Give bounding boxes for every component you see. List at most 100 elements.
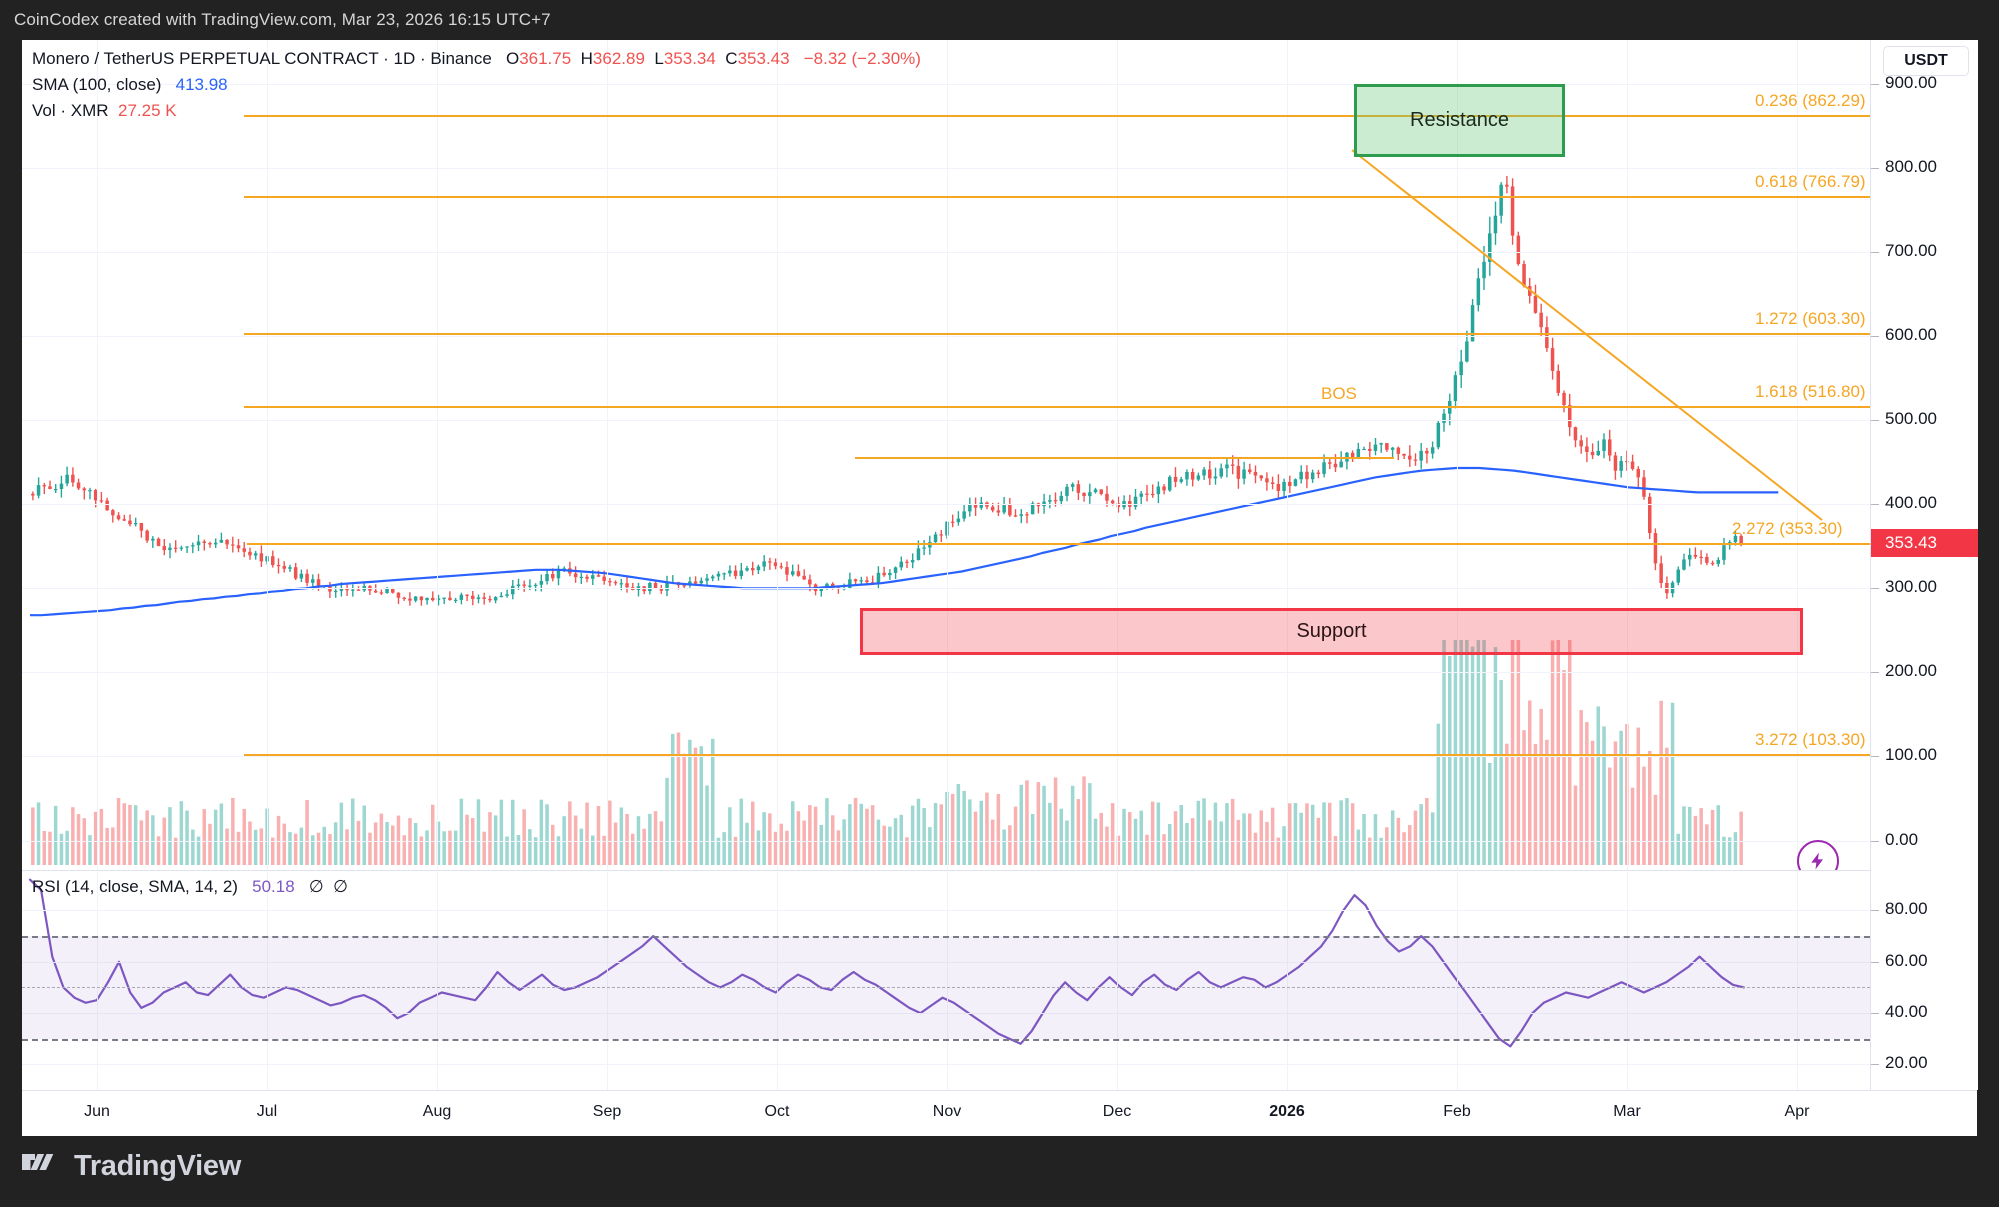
- fib-line-5[interactable]: [244, 753, 1870, 756]
- date-axis[interactable]: Jun Jul Aug Sep Oct Nov Dec 2026 Feb Mar Apr: [22, 1090, 1977, 1136]
- gridline: [22, 672, 1870, 674]
- legend-sma-label[interactable]: SMA (100, close): [32, 75, 162, 94]
- gridline-vertical: [1287, 872, 1288, 1090]
- gridline: [22, 336, 1870, 337]
- legend-close-key: C: [725, 49, 738, 68]
- rsi-tick: 40.00: [1885, 1002, 1928, 1022]
- gridline-vertical: [437, 40, 438, 870]
- attribution-bar: CoinCodex created with TradingView.com, …: [0, 0, 1999, 40]
- legend-volume-value: 27.25 K: [117, 101, 177, 120]
- fib-line-0[interactable]: [244, 115, 1870, 118]
- tradingview-footer: TradingView: [22, 1140, 241, 1192]
- gridline: [22, 167, 1870, 169]
- price-tick-dash: [1871, 672, 1879, 674]
- rsi-pane[interactable]: RSI (14, close, SMA, 14, 2) 50.18 ∅ ∅: [22, 872, 1870, 1090]
- legend-ohlc-row: Monero / TetherUS PERPETUAL CONTRACT · 1…: [32, 46, 921, 72]
- pane-divider: [22, 870, 1870, 871]
- legend-sma-value: 413.98: [175, 75, 228, 94]
- gridline-vertical: [97, 40, 98, 870]
- currency-chip[interactable]: USDT: [1883, 46, 1969, 76]
- chart-legend: Monero / TetherUS PERPETUAL CONTRACT · 1…: [32, 46, 921, 124]
- price-tick-dash: [1871, 83, 1879, 85]
- price-tick-dash: [1871, 167, 1879, 169]
- price-tick-dash: [1871, 420, 1879, 422]
- lightning-bolt-icon[interactable]: [1797, 840, 1839, 870]
- price-tick-dash: [1871, 756, 1879, 758]
- attribution-text: CoinCodex created with TradingView.com, …: [14, 10, 551, 29]
- gridline: [22, 910, 1870, 912]
- date-tick: Mar: [1613, 1103, 1641, 1120]
- gridline-vertical: [947, 40, 948, 870]
- legend-open-key: O: [505, 49, 520, 68]
- chart-canvas: 0.236 (862.29) 0.618 (766.79) 1.272 (603.3…: [22, 40, 1978, 1136]
- price-tick: 800.00: [1885, 156, 1937, 176]
- gridline-vertical: [267, 872, 268, 1090]
- fib-label-3: 1.618 (516.80): [1755, 381, 1866, 401]
- gridline: [22, 1013, 1870, 1015]
- rsi-tick: 60.00: [1885, 950, 1928, 970]
- legend-high-key: H: [580, 49, 593, 68]
- gridline: [22, 588, 1870, 590]
- rsi-band: [22, 936, 1870, 1039]
- gridline-vertical: [777, 872, 778, 1090]
- fib-label-4: 2.272 (353.30): [1732, 519, 1843, 539]
- price-axis[interactable]: USDT 900.00 800.00 700.00 600.00 500.00 400.0…: [1870, 40, 1978, 1090]
- resistance-zone[interactable]: Resistance: [1354, 83, 1565, 157]
- date-tick: Feb: [1443, 1103, 1471, 1120]
- rsi-middle-dashed-line: [22, 987, 1870, 989]
- gridline-vertical: [1797, 872, 1798, 1090]
- rsi-legend-label[interactable]: RSI (14, close, SMA, 14, 2): [32, 877, 238, 896]
- price-tick: 0.00: [1885, 829, 1919, 849]
- fib-label-1: 0.618 (766.79): [1755, 171, 1866, 191]
- support-zone[interactable]: Support: [860, 607, 1803, 655]
- support-label: Support: [1296, 619, 1367, 642]
- bos-label: BOS: [1317, 383, 1361, 404]
- rsi-tick-dash: [1871, 1013, 1879, 1015]
- rsi-legend-extra-1: ∅: [308, 877, 324, 896]
- fib-line-3[interactable]: [244, 405, 1870, 408]
- gridline-vertical: [1117, 872, 1118, 1090]
- legend-low-key: L: [654, 49, 664, 68]
- gridline-vertical: [1627, 872, 1628, 1090]
- gridline-vertical: [1627, 40, 1628, 870]
- legend-volume-row: Vol · XMR 27.25 K: [32, 98, 921, 124]
- price-plot: [30, 175, 1779, 865]
- gridline: [22, 961, 1870, 963]
- gridline-vertical: [607, 40, 608, 870]
- gridline-vertical: [1457, 40, 1458, 870]
- rsi-legend-value: 50.18: [252, 877, 295, 896]
- legend-symbol[interactable]: Monero / TetherUS PERPETUAL CONTRACT · 1…: [32, 49, 492, 68]
- price-tick-dash: [1871, 588, 1879, 590]
- price-tick: 500.00: [1885, 409, 1937, 429]
- fib-line-1[interactable]: [244, 195, 1870, 198]
- date-tick: Dec: [1102, 1103, 1132, 1120]
- rsi-tick-dash: [1871, 961, 1879, 963]
- legend-close-value: 353.43: [737, 49, 790, 68]
- price-tick-dash: [1871, 251, 1879, 253]
- fib-line-4[interactable]: [247, 543, 1870, 546]
- tradingview-wordmark: TradingView: [74, 1149, 241, 1182]
- price-tick: 400.00: [1885, 493, 1937, 513]
- current-price-tag: 353.43: [1871, 529, 1978, 558]
- fib-line-2[interactable]: [244, 333, 1870, 336]
- rsi-legend-extra-2: ∅: [333, 877, 348, 896]
- rsi-tick: 20.00: [1885, 1053, 1928, 1073]
- date-tick: Jul: [256, 1103, 278, 1120]
- tradingview-logo-icon: [22, 1154, 54, 1170]
- gridline-vertical: [267, 40, 268, 870]
- rsi-legend-row: RSI (14, close, SMA, 14, 2) 50.18 ∅ ∅: [32, 874, 348, 900]
- rsi-plot: [28, 878, 1746, 1048]
- gridline: [22, 420, 1870, 422]
- price-tick: 100.00: [1885, 745, 1937, 765]
- date-tick: Apr: [1784, 1103, 1810, 1120]
- gridline: [22, 1064, 1870, 1066]
- date-tick: 2026: [1269, 1103, 1305, 1120]
- rsi-lower-dashed-line: [22, 1038, 1870, 1041]
- price-tick: 200.00: [1885, 661, 1937, 681]
- gridline: [22, 504, 1870, 506]
- legend-volume-label[interactable]: Vol · XMR: [32, 101, 109, 120]
- legend-high-value: 362.89: [592, 49, 645, 68]
- price-tick: 300.00: [1885, 577, 1937, 597]
- price-pane[interactable]: 0.236 (862.29) 0.618 (766.79) 1.272 (603.3…: [22, 40, 1870, 870]
- date-tick: Aug: [422, 1103, 452, 1120]
